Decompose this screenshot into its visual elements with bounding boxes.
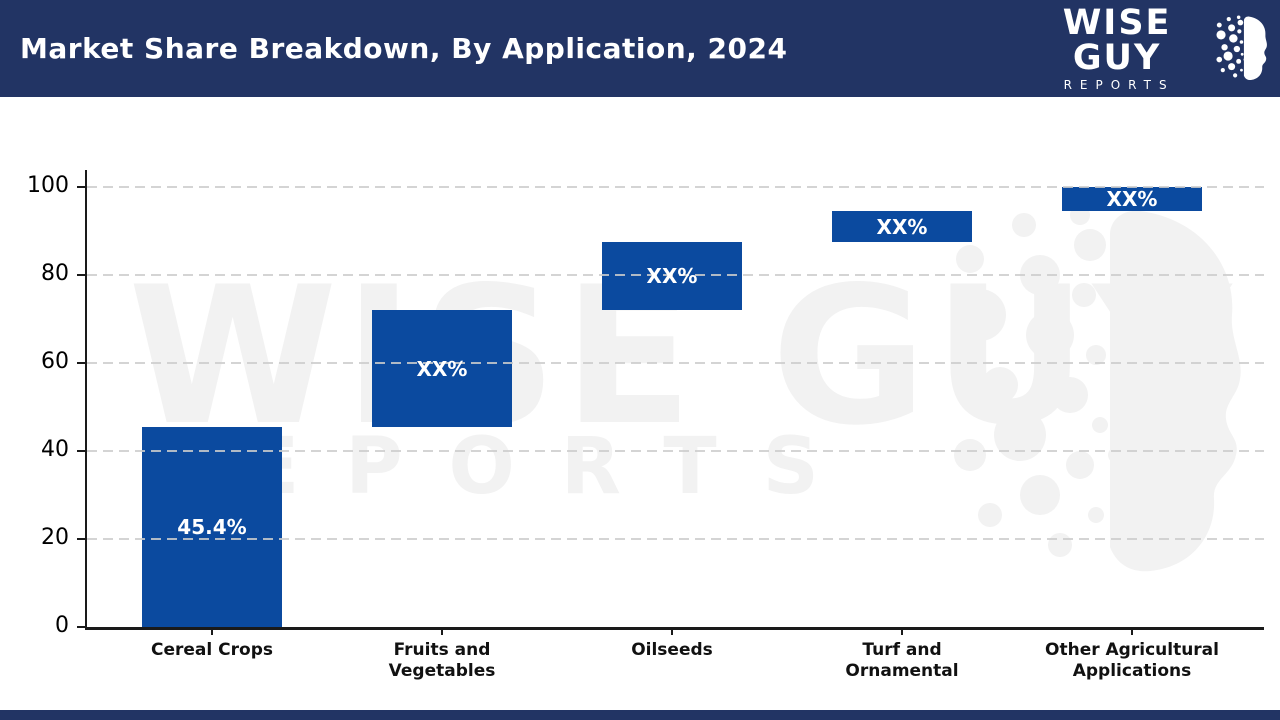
x-tick-other-agricultural-applications [1131, 627, 1133, 635]
y-tick-label-60: 60 [41, 349, 69, 374]
x-category-label-line: Ornamental [845, 661, 959, 682]
y-tick-80 [77, 274, 85, 276]
x-tick-cereal-crops [211, 627, 213, 635]
bar-label-oilseeds: XX% [646, 264, 698, 289]
bar-label-other-agricultural-applications: XX% [1106, 187, 1158, 212]
bar-oilseeds [602, 242, 742, 311]
bar-label-cereal-crops: 45.4% [177, 515, 247, 540]
brand-logo: WISE GUY REPORTS [1024, 0, 1274, 97]
y-tick-0 [77, 626, 85, 628]
footer-bar [0, 710, 1280, 720]
x-category-label-line: Oilseeds [631, 640, 713, 660]
gridline-80 [87, 274, 1264, 276]
gridline-20 [87, 538, 1264, 540]
header-bar: Market Share Breakdown, By Application, … [0, 0, 1280, 97]
y-tick-label-0: 0 [55, 613, 69, 638]
x-tick-oilseeds [671, 627, 673, 635]
x-tick-turf-and-ornamental [901, 627, 903, 635]
bar-cereal-crops [142, 427, 282, 627]
brand-logo-text: WISE GUY REPORTS [1024, 2, 1210, 92]
bar-label-fruits-and-vegetables: XX% [416, 356, 468, 381]
x-category-label-cereal-crops: Cereal Crops [97, 640, 327, 661]
x-category-label-line: Applications [1072, 661, 1192, 682]
dotted-head-logo-icon [1214, 6, 1274, 92]
y-tick-100 [77, 186, 85, 188]
y-tick-40 [77, 450, 85, 452]
x-category-label-turf-and-ornamental: Turf and Ornamental [787, 640, 1017, 683]
gridline-60 [87, 362, 1264, 364]
x-category-label-oilseeds: Oilseeds [557, 640, 787, 661]
page-title: Market Share Breakdown, By Application, … [20, 32, 788, 65]
x-category-label-line: Turf and [862, 640, 942, 660]
y-tick-20 [77, 538, 85, 540]
brand-name: WISE GUY [1062, 2, 1172, 78]
x-category-label-line: Fruits and [393, 640, 491, 660]
plot-area: 0 20 40 60 80 100 45.4% Cereal Crops XX% Fruits a… [27, 170, 1264, 681]
x-category-label-line: Other Agricultural [1045, 640, 1219, 660]
brand-subname: REPORTS [1063, 77, 1175, 92]
y-tick-label-40: 40 [41, 437, 69, 462]
x-category-label-line: Cereal Crops [151, 640, 273, 660]
bar-turf-and-ornamental [832, 211, 972, 242]
bar-fruits-and-vegetables [372, 310, 512, 428]
y-tick-label-20: 20 [41, 525, 69, 550]
x-category-label-other-agricultural-applications: Other Agricultural Applications [1017, 640, 1247, 683]
y-tick-label-80: 80 [41, 261, 69, 286]
x-category-label-line: Vegetables [388, 661, 496, 682]
x-tick-fruits-and-vegetables [441, 627, 443, 635]
gridline-100 [87, 186, 1264, 188]
y-tick-label-100: 100 [27, 173, 69, 198]
x-category-label-fruits-and-vegetables: Fruits and Vegetables [327, 640, 557, 683]
bar-label-turf-and-ornamental: XX% [876, 214, 928, 239]
y-tick-60 [77, 362, 85, 364]
gridline-40 [87, 450, 1264, 452]
